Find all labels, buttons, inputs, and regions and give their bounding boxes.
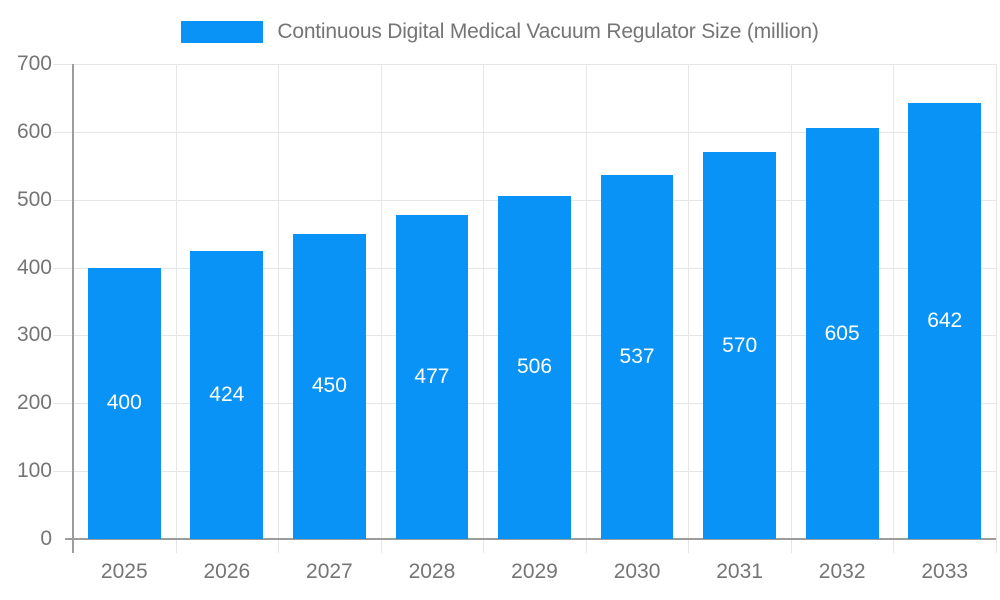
bar-value-label: 424 — [209, 383, 245, 407]
x-tick-label: 2026 — [203, 560, 251, 583]
y-tick-label: 100 — [16, 459, 52, 483]
x-tick-label: 2028 — [408, 560, 456, 583]
bar-2031[interactable]: 570 — [703, 152, 777, 539]
bar-value-label: 537 — [619, 344, 655, 368]
x-tick-label: 2029 — [511, 560, 558, 583]
bar-2026[interactable]: 424 — [190, 251, 264, 539]
vertical-gridline — [175, 64, 177, 553]
horizontal-gridline — [53, 131, 996, 133]
legend-label: Continuous Digital Medical Vacuum Regula… — [277, 20, 819, 43]
x-tick-label: 2025 — [100, 560, 148, 583]
bar-value-label: 477 — [414, 365, 450, 389]
vertical-gridline — [893, 64, 895, 553]
bar-2028[interactable]: 477 — [395, 215, 469, 539]
legend-swatch — [181, 21, 264, 43]
y-axis-line — [72, 64, 74, 553]
bar-value-label: 450 — [311, 374, 347, 398]
y-tick-label: 600 — [16, 119, 52, 143]
bar-2029[interactable]: 506 — [498, 195, 571, 539]
bar-2025[interactable]: 400 — [87, 267, 161, 539]
bar-2032[interactable]: 605 — [805, 128, 879, 539]
bar-2030[interactable]: 537 — [600, 174, 674, 539]
vertical-gridline — [688, 64, 690, 553]
y-axis-labels: 0 100 200 300 400 500 600 700 — [0, 52, 52, 550]
bar-value-label: 400 — [106, 391, 142, 415]
x-tick-label: 2031 — [716, 560, 763, 583]
bar-value-label: 642 — [927, 309, 963, 333]
y-tick-label: 200 — [16, 391, 52, 415]
bar-2033[interactable]: 642 — [908, 103, 982, 539]
bar-value-label: 605 — [824, 321, 860, 345]
x-axis-line — [65, 538, 996, 540]
x-tick-label: 2027 — [306, 560, 353, 583]
vertical-gridline — [585, 64, 587, 553]
y-tick-label: 0 — [40, 527, 52, 550]
vertical-gridline — [790, 64, 792, 553]
horizontal-gridline — [53, 64, 996, 65]
x-tick-label: 2033 — [921, 560, 969, 583]
vertical-gridline — [380, 64, 382, 553]
y-tick-label: 400 — [16, 255, 52, 279]
y-tick-label: 300 — [16, 323, 52, 347]
vertical-gridline — [996, 64, 997, 553]
bar-value-label: 570 — [722, 333, 758, 357]
vertical-gridline — [483, 64, 485, 553]
plot-area: 400 424 450 477 506 537 570 605 642 — [53, 64, 997, 553]
y-tick-label: 700 — [16, 52, 52, 75]
legend-item[interactable]: Continuous Digital Medical Vacuum Regula… — [0, 20, 1000, 44]
bar-value-label: 506 — [516, 355, 553, 379]
bar-2027[interactable]: 450 — [292, 233, 366, 539]
x-tick-label: 2030 — [613, 560, 661, 583]
vertical-gridline — [278, 64, 280, 553]
y-tick-label: 500 — [16, 187, 52, 211]
x-tick-label: 2032 — [818, 560, 866, 583]
x-axis-labels: 2025 2026 2027 2028 2029 2030 2031 2032 2033 — [73, 539, 996, 584]
